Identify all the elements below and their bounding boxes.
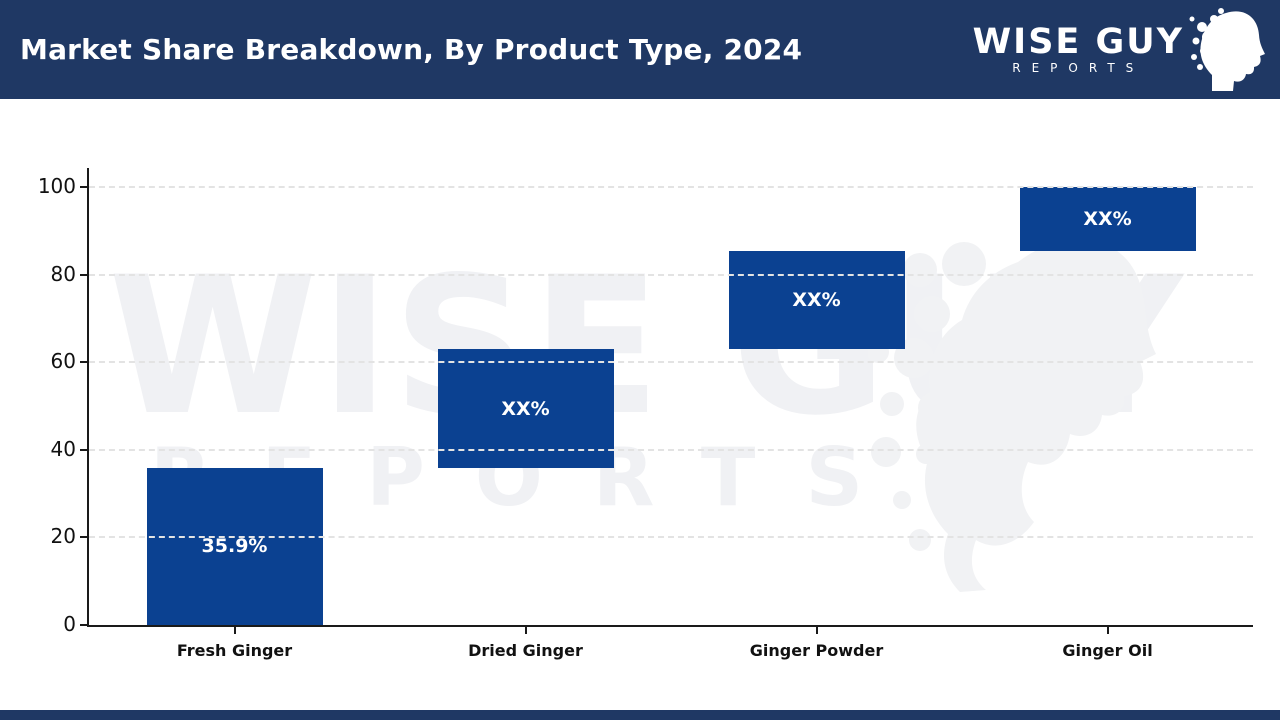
bar-fresh-ginger: 35.9% bbox=[146, 467, 323, 625]
bar-value-label: XX% bbox=[1083, 207, 1132, 230]
gridline bbox=[89, 273, 1253, 276]
bar-value-label: XX% bbox=[501, 397, 550, 420]
x-axis-tick bbox=[233, 626, 236, 634]
head-watermark-icon bbox=[867, 222, 1198, 596]
y-axis-tick-label: 100 bbox=[37, 174, 76, 198]
x-axis-category-label: Fresh Ginger bbox=[176, 641, 293, 660]
y-axis-tick-label: 60 bbox=[50, 349, 76, 374]
bar-ginger-oil: XX% bbox=[1019, 187, 1196, 251]
bar-ginger-powder: XX% bbox=[728, 250, 905, 350]
header-bar: Market Share Breakdown, By Product Type,… bbox=[0, 0, 1280, 99]
y-axis-tick bbox=[80, 361, 89, 364]
y-axis-tick bbox=[80, 186, 89, 188]
x-axis-line bbox=[87, 625, 1253, 627]
x-axis-tick bbox=[815, 626, 818, 634]
x-axis-category-label: Ginger Oil bbox=[1062, 641, 1153, 660]
gridline bbox=[89, 536, 1253, 539]
bar-value-label: XX% bbox=[792, 289, 841, 312]
x-axis-tick bbox=[524, 626, 527, 634]
x-axis-tick bbox=[1106, 626, 1109, 634]
gridline bbox=[89, 186, 1253, 188]
gridline bbox=[89, 361, 1253, 364]
y-axis-tick bbox=[80, 624, 89, 626]
brand-name: WISE GUY bbox=[972, 21, 1184, 62]
y-axis-tick-label: 80 bbox=[50, 261, 76, 286]
brand-subname: REPORTS bbox=[1012, 60, 1145, 75]
y-axis-tick bbox=[80, 448, 89, 451]
x-axis-category-label: Ginger Powder bbox=[749, 641, 884, 660]
x-axis-category-label: Dried Ginger bbox=[468, 641, 583, 660]
y-axis-line bbox=[87, 168, 89, 627]
y-axis-tick bbox=[80, 273, 89, 276]
y-axis-tick-label: 0 bbox=[63, 612, 76, 636]
gridline bbox=[89, 448, 1253, 451]
bar-value-label: 35.9% bbox=[201, 535, 268, 558]
y-axis-tick-label: 20 bbox=[50, 524, 76, 549]
logo-head-icon bbox=[1188, 5, 1266, 95]
page-title: Market Share Breakdown, By Product Type,… bbox=[20, 33, 803, 66]
y-axis-tick bbox=[80, 536, 89, 539]
bar-dried-ginger: XX% bbox=[437, 349, 614, 468]
brand-logo-text: WISE GUY REPORTS bbox=[973, 24, 1184, 76]
footer-bar bbox=[0, 710, 1280, 720]
y-axis-tick-label: 40 bbox=[50, 436, 76, 461]
brand-logo: WISE GUY REPORTS bbox=[973, 5, 1266, 95]
